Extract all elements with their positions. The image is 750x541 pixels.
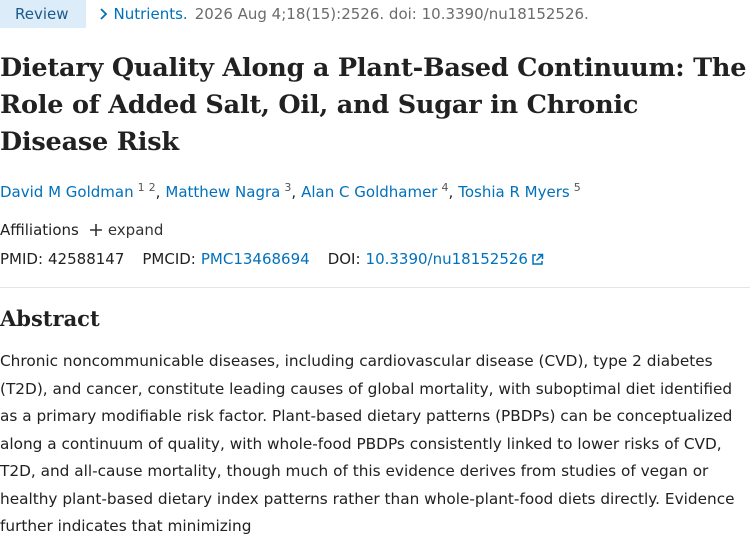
citation: 2026 Aug 4;18(15):2526. doi: 10.3390/nu1… <box>194 5 589 23</box>
author-separator: , <box>448 183 454 201</box>
external-link-icon <box>532 253 544 265</box>
expand-toggle[interactable]: expand <box>107 221 164 239</box>
article-type-badge: Review <box>0 0 86 28</box>
author-link[interactable]: David M Goldman <box>0 183 134 201</box>
author-link[interactable]: Toshia R Myers <box>458 183 570 201</box>
pmcid-link[interactable]: PMC13468694 <box>200 250 310 268</box>
author-link[interactable]: Alan C Goldhamer <box>301 183 438 201</box>
abstract-heading: Abstract <box>0 306 100 331</box>
affiliation-number[interactable]: 2 <box>148 181 156 194</box>
article-title: Dietary Quality Along a Plant-Based Cont… <box>0 53 747 157</box>
pmcid-label: PMCID: <box>142 250 196 268</box>
affiliations-label: Affiliations <box>0 221 79 239</box>
author-list: David M Goldman 1 2, Matthew Nagra 3, Alan C … <box>0 181 581 201</box>
affiliation-number[interactable]: 5 <box>573 181 581 194</box>
author-link[interactable]: Matthew Nagra <box>165 183 281 201</box>
author-separator: , <box>155 183 161 201</box>
abstract-text: Chronic noncommunicable diseases, includ… <box>0 352 735 535</box>
affiliation-number[interactable]: 3 <box>284 181 292 194</box>
affiliations-row: Affiliations expand <box>0 221 163 239</box>
pmid-label: PMID: <box>0 250 44 268</box>
doi-link[interactable]: 10.3390/nu18152526 <box>365 250 528 268</box>
affiliation-number[interactable]: 4 <box>441 181 449 194</box>
plus-icon <box>89 224 102 236</box>
affiliation-number[interactable]: 1 <box>137 181 145 194</box>
pmid: 42588147 <box>48 250 125 268</box>
author-separator: , <box>291 183 297 201</box>
divider <box>0 287 750 288</box>
chevron-icon <box>99 8 107 20</box>
journal-link[interactable]: Nutrients. <box>113 5 188 23</box>
header: Review Nutrients. 2026 Aug 4;18(15):2526… <box>0 0 589 28</box>
doi-label: DOI: <box>327 250 361 268</box>
identifiers: PMID: 42588147 PMCID: PMC13468694 DOI: 1… <box>0 250 544 268</box>
